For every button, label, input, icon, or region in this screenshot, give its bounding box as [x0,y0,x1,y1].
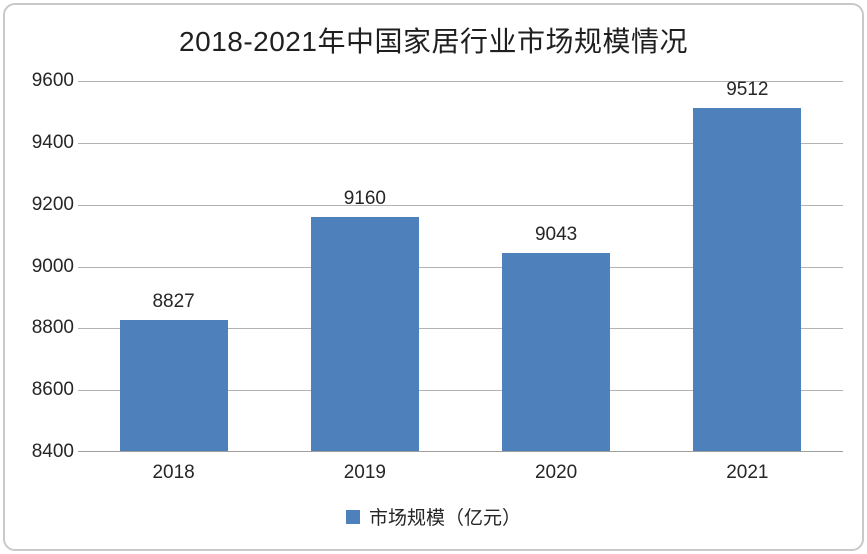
gridline [78,328,843,330]
data-label-2021: 9512 [726,79,769,100]
gridline [78,390,843,392]
plot-area [78,81,843,452]
x-tick-label-2020: 2020 [534,462,578,483]
x-tick-label-2018: 2018 [152,462,195,483]
y-tick-label: 8800 [31,317,74,339]
gridline [78,142,843,144]
y-tick-label: 8400 [31,441,74,462]
data-label-2020: 9043 [534,224,578,245]
bar-2019 [310,217,419,452]
legend: 市场规模（亿元） [0,503,867,530]
y-tick-label: 9200 [31,193,74,215]
y-tick-label: 9000 [31,255,74,277]
gridline [78,266,843,268]
legend-marker-icon [345,509,360,524]
bar-2018 [119,320,228,452]
x-tick-label-2019: 2019 [343,462,387,483]
data-label-2019: 9160 [343,188,387,209]
bar-2020 [502,253,611,452]
bar-2021 [693,108,802,452]
y-tick-label: 9600 [31,70,74,91]
y-tick-label: 8600 [31,379,74,401]
data-label-2018: 8827 [152,291,195,312]
x-axis-line [78,451,843,452]
gridline [78,81,843,82]
gridline [78,204,843,206]
x-tick-label-2021: 2021 [726,462,769,483]
y-tick-label: 9400 [31,131,74,153]
chart-title: 2018-2021年中国家居行业市场规模情况 [179,26,688,57]
legend-label: 市场规模（亿元） [368,508,521,529]
